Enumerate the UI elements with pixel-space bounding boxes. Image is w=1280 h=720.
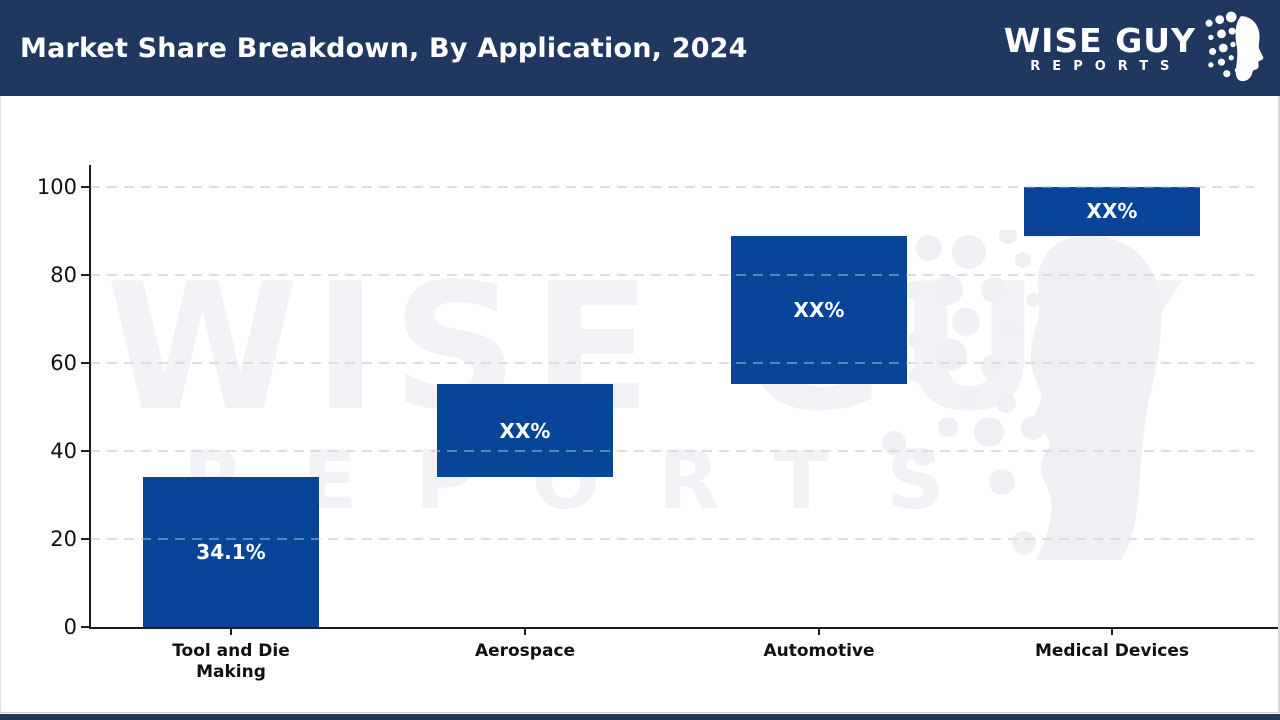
category-label-line: Making (196, 662, 266, 682)
category-label-line: Medical Devices (1034, 641, 1189, 661)
gridline (90, 186, 1254, 188)
category-label: Automotive (689, 641, 949, 662)
x-tick (230, 627, 232, 635)
y-tick-label: 100 (36, 175, 77, 199)
bar-value-label: XX% (1086, 199, 1138, 224)
logo: WISE GUY REPORTS (1004, 8, 1264, 88)
gridline-overlay (90, 274, 1254, 276)
y-tick (81, 626, 89, 628)
logo-wordmark: WISE GUY (1003, 20, 1196, 60)
category-label: Medical Devices (982, 641, 1242, 662)
category-label: Tool and Die Making (101, 641, 361, 683)
gridline (90, 362, 1254, 364)
logo-head-icon (1205, 11, 1264, 82)
bar-value-label: XX% (499, 418, 551, 443)
y-tick-label: 20 (50, 527, 77, 551)
x-tick (524, 627, 526, 635)
category-label: Aerospace (395, 641, 655, 662)
gridline-overlay (90, 538, 1254, 540)
y-tick-label: 60 (50, 351, 77, 375)
y-tick-label: 40 (50, 439, 77, 463)
y-tick (81, 450, 89, 452)
y-tick (81, 362, 89, 364)
gridline-overlay (90, 186, 1254, 188)
bar-segment (143, 476, 319, 627)
category-label-line: Aerospace (474, 641, 576, 661)
gridline (90, 274, 1254, 276)
category-label-line: Automotive (763, 641, 875, 661)
y-tick (81, 274, 89, 276)
logo-reports-label: REPORTS (1030, 58, 1182, 74)
bar-segment (731, 235, 907, 385)
bar-segment (1024, 187, 1200, 236)
chart-area: WISE GUY REPORTS 0 20 40 60 80 100 34.1% Tool a… (0, 96, 1280, 713)
bar-value-label: 34.1% (196, 539, 266, 564)
logo-text: WISE GUY REPORTS (1004, 24, 1196, 73)
gridline (90, 538, 1254, 540)
gridline-overlay (90, 362, 1254, 364)
watermark-head-icon (882, 230, 1162, 560)
y-tick-label: 80 (50, 263, 77, 287)
y-tick-label: 0 (63, 615, 77, 639)
chart-title: Market Share Breakdown, By Application, … (20, 32, 748, 64)
header-bar: Market Share Breakdown, By Application, … (0, 0, 1280, 96)
x-tick (1111, 627, 1113, 635)
gridline (90, 450, 1254, 452)
y-axis-line (89, 165, 91, 629)
y-tick (81, 538, 89, 540)
footer-bar (0, 714, 1280, 720)
x-axis-line (89, 627, 1278, 629)
bar-value-label: XX% (793, 297, 845, 322)
x-tick (818, 627, 820, 635)
gridline-overlay (90, 450, 1254, 452)
category-label-line: Tool and Die (172, 641, 290, 661)
bar-segment (437, 384, 613, 477)
y-tick (81, 186, 89, 188)
